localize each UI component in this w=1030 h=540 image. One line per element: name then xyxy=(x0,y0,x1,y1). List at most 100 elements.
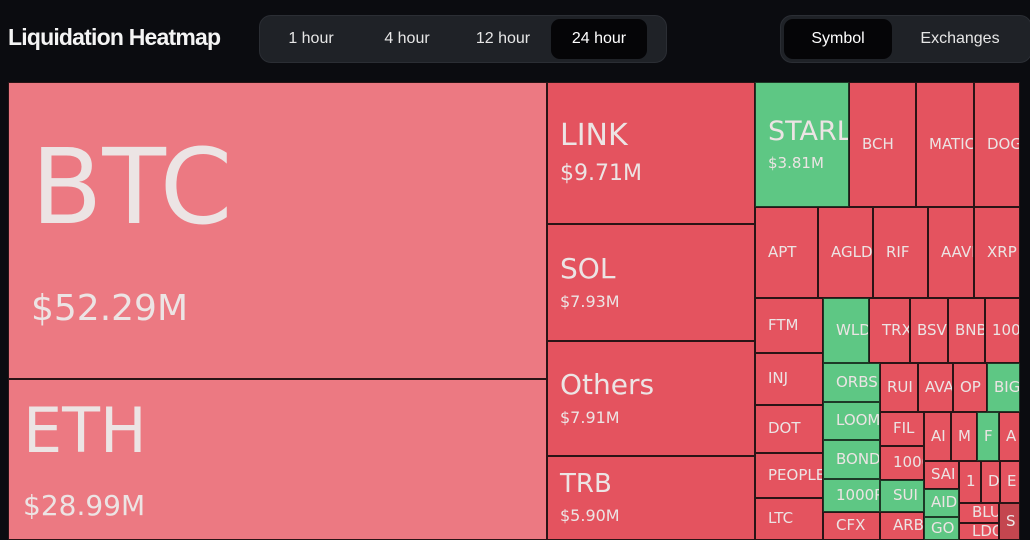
tile-link[interactable]: LINK $9.71M xyxy=(547,82,755,224)
time-range-selector: 1 hour 4 hour 12 hour 24 hour xyxy=(259,15,667,63)
tile-bsv[interactable]: BSV xyxy=(910,298,948,363)
tile-aid[interactable]: AID xyxy=(924,489,959,517)
tile-symbol: LDO xyxy=(972,523,998,540)
tile-blu[interactable]: BLU xyxy=(959,503,999,523)
tile-dog[interactable]: DOG xyxy=(974,82,1020,207)
tile-symbol: ETH xyxy=(23,393,147,467)
tile-symbol: DOG xyxy=(987,134,1020,153)
tile-symbol: SUI xyxy=(893,486,918,505)
tile-symbol: ORBS xyxy=(836,372,878,391)
tile-bnb[interactable]: BNB xyxy=(948,298,985,363)
tile-value: $5.90M xyxy=(560,506,620,526)
tile-symbol: BTC xyxy=(31,125,233,248)
tile-inj[interactable]: INJ xyxy=(755,353,823,405)
tile-100[interactable]: 100 xyxy=(985,298,1020,363)
tile-symbol: DOT xyxy=(768,419,801,438)
tile-symbol: S xyxy=(1006,511,1016,530)
tile-s[interactable]: S xyxy=(999,503,1020,540)
tile-wld[interactable]: WLD xyxy=(823,298,869,363)
tile-symbol: 1000P xyxy=(836,485,880,504)
tile-symbol: LINK xyxy=(560,117,628,153)
tile-symbol: INJ xyxy=(768,369,789,388)
tile-1000p[interactable]: 1000P xyxy=(823,479,880,512)
view-mode-selector: Symbol Exchanges xyxy=(780,15,1030,63)
page-title: Liquidation Heatmap xyxy=(8,24,221,50)
tile-people[interactable]: PEOPLE xyxy=(755,453,823,498)
tile-symbol: FIL xyxy=(893,419,915,438)
tile-a[interactable]: A xyxy=(999,412,1020,461)
tile-1000[interactable]: 1000 xyxy=(880,446,924,480)
tile-ava[interactable]: AVA xyxy=(918,363,953,412)
tile-symbol: BSV xyxy=(917,320,947,339)
tile-ftm[interactable]: FTM xyxy=(755,298,823,353)
tile-matic[interactable]: MATIC xyxy=(916,82,974,207)
tab-4-hour[interactable]: 4 hour xyxy=(384,30,430,47)
tile-dot[interactable]: DOT xyxy=(755,405,823,453)
tile-e[interactable]: E xyxy=(1000,461,1020,503)
tile-symbol: AGLD xyxy=(831,242,873,261)
tile-symbol: TRX xyxy=(882,320,910,339)
tile-symbol: CFX xyxy=(836,516,866,535)
tile-symbol: SOL xyxy=(560,252,616,285)
tile-cfx[interactable]: CFX xyxy=(823,512,880,540)
tile-op[interactable]: OP xyxy=(953,363,987,412)
tile-arb[interactable]: ARB xyxy=(880,512,924,540)
tab-1-hour[interactable]: 1 hour xyxy=(288,30,334,47)
tile-symbol: 1000 xyxy=(893,453,923,472)
tile-f[interactable]: F xyxy=(977,412,999,461)
tile-aave[interactable]: AAVE xyxy=(928,207,974,298)
tab-exchanges[interactable]: Exchanges xyxy=(920,30,1000,47)
tile-agld[interactable]: AGLD xyxy=(818,207,873,298)
tile-sui[interactable]: SUI xyxy=(880,480,924,512)
tile-symbol: SAI xyxy=(931,465,956,484)
tile-bch[interactable]: BCH xyxy=(849,82,916,207)
tile-btc[interactable]: BTC $52.29M xyxy=(8,82,547,379)
tile-symbol: GO xyxy=(931,518,955,537)
tab-symbol[interactable]: Symbol xyxy=(784,19,892,59)
tile-symbol: BLU xyxy=(972,503,999,522)
tile-symbol: 100 xyxy=(992,320,1020,339)
tile-1[interactable]: 1 xyxy=(959,461,981,503)
tile-bond[interactable]: BOND xyxy=(823,440,880,479)
tile-big[interactable]: BIG xyxy=(987,363,1020,412)
tile-symbol: STARL xyxy=(768,115,849,147)
tile-symbol: LTC xyxy=(768,509,794,528)
tile-symbol: D xyxy=(988,472,1000,491)
tile-go[interactable]: GO xyxy=(924,517,959,540)
tile-ltc[interactable]: LTC xyxy=(755,498,823,540)
tile-value: $3.81M xyxy=(768,153,824,172)
tile-ldo[interactable]: LDO xyxy=(959,523,999,540)
tile-eth[interactable]: ETH $28.99M xyxy=(8,379,547,540)
tile-value: $28.99M xyxy=(23,488,146,522)
tile-rui[interactable]: RUI xyxy=(880,363,918,412)
tile-symbol: TRB xyxy=(560,469,612,500)
tile-symbol: M xyxy=(958,426,971,445)
tile-orbs[interactable]: ORBS xyxy=(823,363,880,402)
tile-value: $7.93M xyxy=(560,292,620,312)
tab-12-hour[interactable]: 12 hour xyxy=(475,30,531,47)
tile-symbol: Others xyxy=(560,368,655,401)
tile-fil[interactable]: FIL xyxy=(880,412,924,446)
tile-trb[interactable]: TRB $5.90M xyxy=(547,456,755,540)
tile-symbol: A xyxy=(1006,426,1017,445)
tile-sol[interactable]: SOL $7.93M xyxy=(547,224,755,341)
tile-symbol: BIG xyxy=(994,377,1020,396)
tile-apt[interactable]: APT xyxy=(755,207,818,298)
tab-24-hour[interactable]: 24 hour xyxy=(551,19,647,59)
tile-trx[interactable]: TRX xyxy=(869,298,910,363)
tile-starl[interactable]: STARL $3.81M xyxy=(755,82,849,207)
tile-xrp[interactable]: XRP xyxy=(974,207,1020,298)
tile-rif[interactable]: RIF xyxy=(873,207,928,298)
tile-others[interactable]: Others $7.91M xyxy=(547,341,755,456)
tile-m[interactable]: M xyxy=(951,412,977,461)
tile-d[interactable]: D xyxy=(981,461,1000,503)
tile-symbol: MATIC xyxy=(929,134,974,153)
tile-loom[interactable]: LOOM xyxy=(823,402,880,440)
tile-value: $52.29M xyxy=(31,287,189,329)
tile-ai[interactable]: AI xyxy=(924,412,951,461)
tile-sai[interactable]: SAI xyxy=(924,461,959,489)
tile-symbol: FTM xyxy=(768,315,799,334)
tile-symbol: WLD xyxy=(836,320,869,339)
tile-symbol: RUI xyxy=(887,377,913,396)
